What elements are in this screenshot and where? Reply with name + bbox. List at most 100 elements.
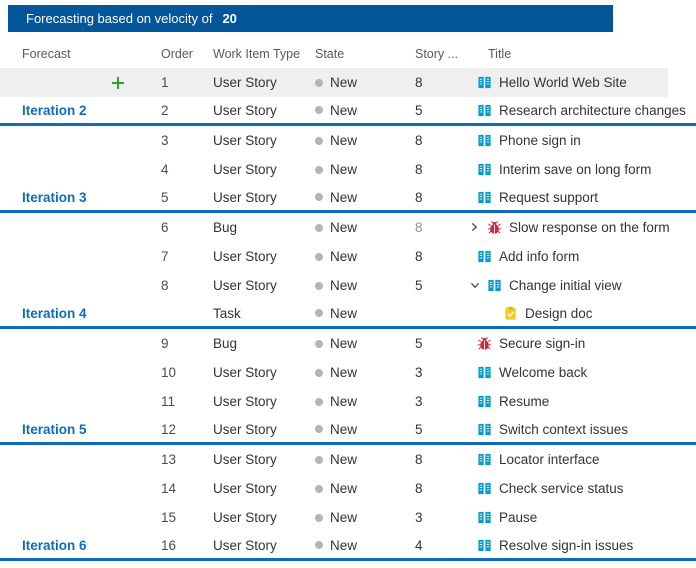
work-item-type-value: User Story [213, 421, 277, 437]
table-row[interactable]: 4 User Story New 8 [0, 155, 696, 184]
title-content: Research architecture changes [470, 103, 686, 118]
user-story-icon [478, 366, 491, 379]
title-text[interactable]: Request support [499, 189, 599, 205]
user-story-icon [478, 539, 491, 551]
state-label: New [330, 278, 358, 293]
title-text[interactable]: Secure sign-in [499, 336, 586, 351]
table-row[interactable]: Iteration 3 5 User Story New 8 [0, 184, 696, 213]
state-label: New [330, 162, 358, 177]
order-value: 11 [161, 394, 176, 409]
state-dot-icon [315, 281, 323, 290]
chevron-right-icon[interactable] [470, 220, 479, 235]
title-text[interactable]: Pause [499, 510, 538, 525]
work-item-type-value: User Story [213, 278, 277, 293]
title-text[interactable]: Check service status [499, 481, 624, 496]
table-row[interactable]: 7 User Story New 8 [0, 242, 696, 271]
title-content: Welcome back [470, 365, 587, 380]
forecast-label: Iteration 3 [22, 189, 87, 205]
order-value: 13 [161, 452, 177, 467]
title-content: Slow response on the form [470, 220, 670, 235]
table-row[interactable]: 3 User Story New 8 [0, 126, 696, 155]
work-item-type-value: User Story [213, 452, 277, 467]
story-points-value: 5 [415, 278, 423, 293]
user-story-icon [478, 134, 491, 147]
table-row[interactable]: Iteration 4 Task New [0, 300, 696, 329]
table-row[interactable]: 1 User Story New 8 [0, 68, 696, 97]
title-text[interactable]: Resolve sign-in issues [499, 537, 634, 553]
state-label: New [330, 133, 358, 148]
title-content: Locator interface [470, 452, 600, 467]
column-header-work-item-type[interactable]: Work Item Type [213, 47, 301, 61]
column-header-order[interactable]: Order [161, 47, 193, 61]
state-dot-icon [315, 455, 323, 464]
table-row[interactable]: 13 User Story New 8 [0, 445, 696, 474]
state-label: New [330, 336, 358, 351]
velocity-input[interactable]: 20 [222, 11, 237, 26]
table-row[interactable]: 15 User Story New 3 [0, 503, 696, 532]
state-dot-icon [315, 193, 323, 201]
forecast-label: Iteration 5 [22, 421, 87, 437]
user-story-icon [478, 250, 491, 263]
column-header-story-points[interactable]: Story ... [415, 47, 459, 61]
title-content: Resolve sign-in issues [470, 538, 633, 553]
work-item-type-value: User Story [213, 133, 277, 148]
order-value: 15 [161, 510, 177, 525]
forecast-label: Iteration 2 [22, 102, 87, 118]
work-item-type-value: User Story [213, 510, 277, 525]
state-label: New [330, 189, 358, 205]
work-item-type-value: Bug [213, 220, 238, 235]
table-row[interactable]: 14 User Story New 8 [0, 474, 696, 503]
state-label: New [330, 481, 358, 496]
title-content: Change initial view [470, 278, 622, 293]
table-row[interactable]: Iteration 5 12 User Story New 5 [0, 416, 696, 445]
user-story-icon [478, 423, 491, 435]
column-header-title[interactable]: Title [488, 47, 512, 61]
title-text[interactable]: Hello World Web Site [499, 75, 627, 90]
bug-icon [477, 337, 492, 350]
order-value: 3 [161, 133, 169, 148]
state-dot-icon [315, 368, 323, 377]
title-text[interactable]: Phone sign in [499, 133, 581, 148]
title-text[interactable]: Welcome back [499, 365, 588, 380]
forecast-label: Iteration 6 [22, 537, 87, 553]
table-row[interactable]: 10 User Story New 3 [0, 358, 696, 387]
bug-icon [487, 221, 502, 234]
title-text[interactable]: Locator interface [499, 452, 600, 467]
title-text[interactable]: Change initial view [509, 278, 622, 293]
state-dot-icon [315, 425, 323, 433]
story-points-value: 8 [415, 162, 423, 177]
work-item-type-value: User Story [213, 249, 277, 264]
chevron-slot [470, 278, 487, 293]
table-row[interactable]: Iteration 2 2 User Story New 5 [0, 97, 696, 126]
story-points-value: 5 [415, 336, 423, 351]
table-row[interactable]: 9 Bug New 5 [0, 329, 696, 358]
table-row[interactable]: 11 User Story New 3 [0, 387, 696, 416]
state-dot-icon [315, 223, 323, 232]
title-text[interactable]: Slow response on the form [509, 220, 670, 235]
title-content: Design doc [496, 306, 593, 321]
forecast-label: Iteration 4 [22, 305, 87, 321]
title-text[interactable]: Switch context issues [499, 421, 629, 437]
user-story-icon [478, 163, 491, 176]
user-story-icon [478, 395, 491, 408]
state-dot-icon [315, 541, 323, 549]
work-item-type-value: User Story [213, 189, 277, 205]
backlog-rows: 1 User Story New 8 [0, 68, 696, 561]
add-forecast-plus-icon[interactable] [111, 68, 125, 97]
chevron-down-icon[interactable] [470, 278, 480, 293]
state-dot-icon [315, 78, 323, 87]
column-header-state[interactable]: State [315, 47, 345, 61]
work-item-type-value: User Story [213, 537, 277, 553]
title-text[interactable]: Interim save on long form [499, 162, 652, 177]
column-header-forecast[interactable]: Forecast [22, 47, 71, 61]
table-row[interactable]: 8 User Story New 5 [0, 271, 696, 300]
story-points-value: 3 [415, 365, 423, 380]
work-item-type-value: Bug [213, 336, 238, 351]
forecast-banner: Forecasting based on velocity of 20 [8, 5, 613, 32]
title-text[interactable]: Design doc [525, 305, 593, 321]
title-text[interactable]: Add info form [499, 249, 580, 264]
table-row[interactable]: 6 Bug New 8 [0, 213, 696, 242]
title-text[interactable]: Research architecture changes [499, 102, 686, 118]
title-text[interactable]: Resume [499, 394, 550, 409]
table-row[interactable]: Iteration 6 16 User Story New 4 [0, 532, 696, 561]
